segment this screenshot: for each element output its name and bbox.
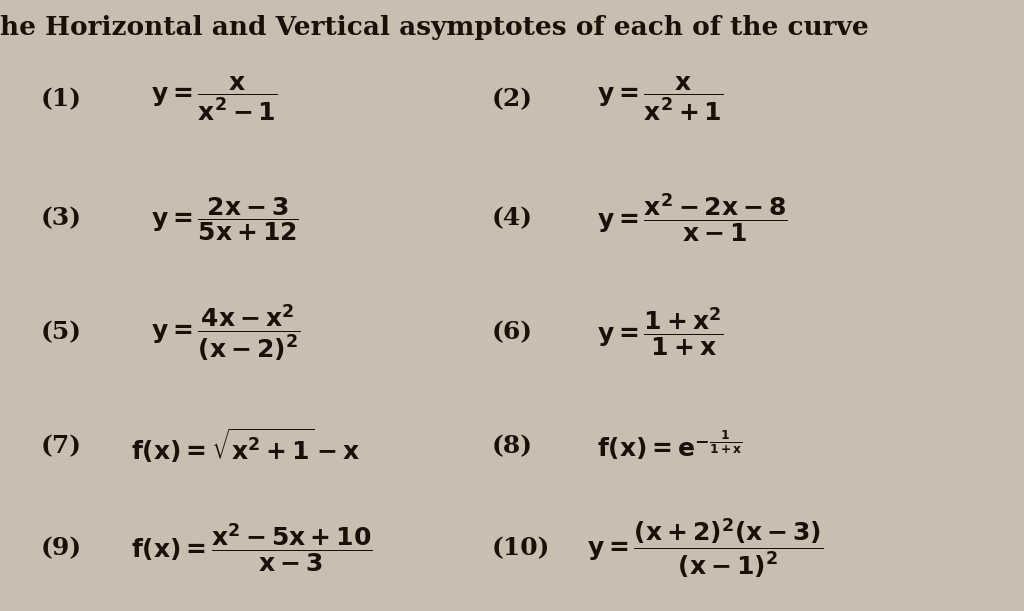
Text: $\mathbf{f(x) = \dfrac{x^2 - 5x + 10}{x - 3}}$: $\mathbf{f(x) = \dfrac{x^2 - 5x + 10}{x … bbox=[131, 522, 372, 574]
Text: (6): (6) bbox=[492, 320, 532, 345]
Text: $\mathbf{f(x) = \sqrt{x^2 + 1} - x}$: $\mathbf{f(x) = \sqrt{x^2 + 1} - x}$ bbox=[131, 427, 360, 466]
Text: he Horizontal and Vertical asymptotes of each of the curve: he Horizontal and Vertical asymptotes of… bbox=[0, 15, 869, 40]
Text: (8): (8) bbox=[492, 434, 532, 458]
Text: $\mathbf{y = \dfrac{1 + x^2}{1 + x}}$: $\mathbf{y = \dfrac{1 + x^2}{1 + x}}$ bbox=[597, 306, 724, 359]
Text: $\mathbf{f(x) = e^{-\frac{1}{1+x}}}$: $\mathbf{f(x) = e^{-\frac{1}{1+x}}}$ bbox=[597, 429, 743, 463]
Text: $\mathbf{y = \dfrac{x^2 - 2x - 8}{x - 1}}$: $\mathbf{y = \dfrac{x^2 - 2x - 8}{x - 1}… bbox=[597, 192, 787, 245]
Text: (3): (3) bbox=[40, 207, 81, 231]
Text: (2): (2) bbox=[492, 87, 532, 111]
Text: (1): (1) bbox=[40, 87, 81, 111]
Text: (9): (9) bbox=[40, 536, 82, 560]
Text: (10): (10) bbox=[492, 536, 550, 560]
Text: (5): (5) bbox=[40, 320, 81, 345]
Text: $\mathbf{y = \dfrac{4x - x^2}{(x - 2)^2}}$: $\mathbf{y = \dfrac{4x - x^2}{(x - 2)^2}… bbox=[151, 302, 300, 363]
Text: (4): (4) bbox=[492, 207, 532, 231]
Text: $\mathbf{y = \dfrac{(x + 2)^2(x - 3)}{(x - 1)^2}}$: $\mathbf{y = \dfrac{(x + 2)^2(x - 3)}{(x… bbox=[588, 516, 823, 580]
Text: $\mathbf{y = \dfrac{x}{x^2 + 1}}$: $\mathbf{y = \dfrac{x}{x^2 + 1}}$ bbox=[597, 75, 724, 123]
Text: $\mathbf{y = \dfrac{x}{x^2 - 1}}$: $\mathbf{y = \dfrac{x}{x^2 - 1}}$ bbox=[151, 75, 278, 123]
Text: $\mathbf{y = \dfrac{2x - 3}{5x + 12}}$: $\mathbf{y = \dfrac{2x - 3}{5x + 12}}$ bbox=[151, 195, 299, 243]
Text: (7): (7) bbox=[40, 434, 81, 458]
